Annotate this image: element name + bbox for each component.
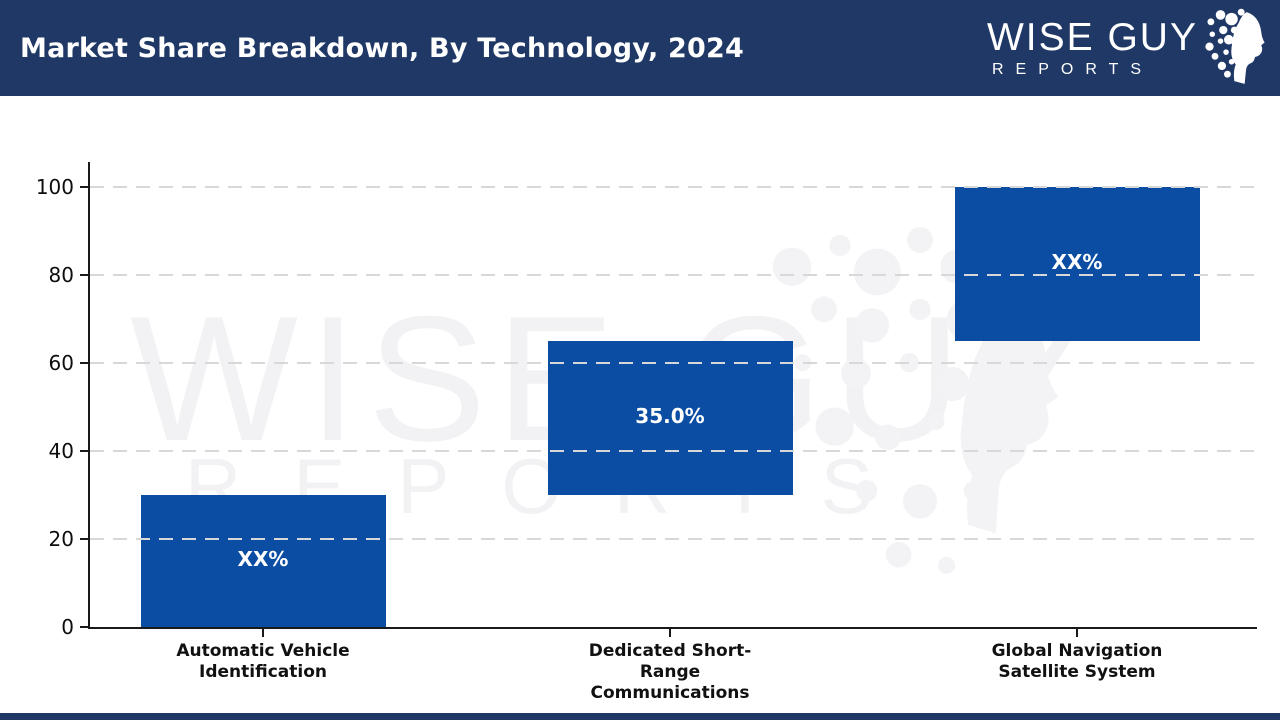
y-tick-60 — [80, 362, 88, 364]
brand-logo: WISE GUY REPORTS — [987, 6, 1266, 90]
x-axis-line — [88, 627, 1257, 629]
grid-layer — [0, 96, 1280, 713]
logo-text: WISE GUY REPORTS — [987, 18, 1198, 79]
y-tick-40 — [80, 450, 88, 452]
bar-label-3: XX% — [1051, 250, 1103, 274]
y-tick-label-40: 40 — [48, 439, 74, 463]
gridline-80 — [90, 274, 1257, 276]
x-tick-label-3: Global Navigation Satellite System — [991, 641, 1163, 682]
axes-layer: 0 20 40 60 80 100 Automatic Vehicle Identificat… — [0, 96, 1280, 713]
logo-wordmark: WISE GUY — [986, 15, 1198, 59]
y-tick-0 — [80, 626, 88, 628]
y-axis-line — [88, 162, 90, 629]
gridline-20 — [90, 538, 1257, 540]
y-tick-label-20: 20 — [48, 527, 74, 551]
y-tick-label-100: 100 — [35, 175, 74, 199]
labels-layer: XX% 35.0% XX% — [0, 96, 1280, 713]
x-tick-label-2: Dedicated Short- Range Communications — [588, 641, 752, 703]
x-tick-2 — [669, 629, 671, 637]
y-tick-label-60: 60 — [48, 351, 74, 375]
logo-face-icon — [1205, 8, 1265, 84]
gridline-100 — [90, 186, 1257, 188]
y-tick-label-80: 80 — [48, 263, 74, 287]
bar-label-1: XX% — [237, 547, 289, 571]
x-tick-1 — [262, 629, 264, 637]
y-tick-80 — [80, 274, 88, 276]
x-tick-3 — [1076, 629, 1078, 637]
chart-area: WISE GUY REPORTS XX%35.0%XX% — [0, 96, 1280, 713]
header: Market Share Breakdown, By Technology, 2… — [0, 0, 1280, 96]
y-tick-label-0: 0 — [61, 615, 74, 639]
bar-1 — [140, 495, 386, 627]
footer-bar — [0, 713, 1280, 720]
logo-subtitle: REPORTS — [991, 60, 1154, 78]
bar-label-2: 35.0% — [635, 404, 705, 428]
gridline-40 — [90, 450, 1257, 452]
chart-title: Market Share Breakdown, By Technology, 2… — [20, 32, 745, 64]
bars-layer — [0, 96, 1280, 713]
gridline-60 — [90, 362, 1257, 364]
x-tick-label-1: Automatic Vehicle Identification — [176, 641, 350, 682]
y-tick-100 — [80, 186, 88, 188]
bar-2 — [547, 341, 793, 495]
y-tick-20 — [80, 538, 88, 540]
